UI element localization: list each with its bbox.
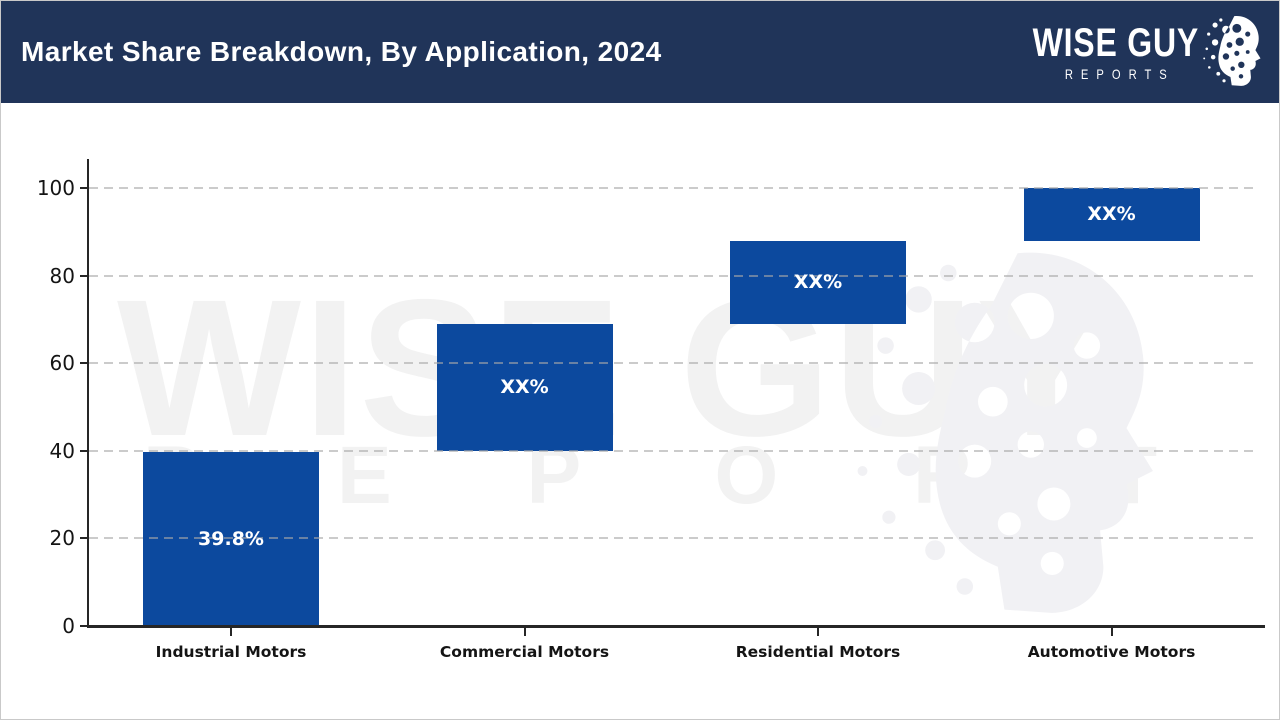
header: Market Share Breakdown, By Application, … [1,1,1279,103]
x-tick-mark [817,628,819,636]
x-axis-spine [87,625,1265,628]
y-tick-mark [80,187,88,189]
y-tick-mark [80,274,88,277]
y-gridline [89,187,1254,189]
y-tick-label: 60 [49,351,75,376]
y-tick-mark [80,449,88,452]
x-tick-mark [1110,628,1113,636]
x-tick-mark [230,628,232,636]
y-tick-label: 80 [49,263,75,288]
x-category-label: Commercial Motors [439,643,610,661]
wise-guy-reports-logo: WISE GUY REPORTS [991,12,1265,92]
y-tick-label: 20 [49,526,75,551]
bar-residential-motors [730,240,906,324]
x-tick-mark [523,628,526,636]
y-tick-mark [80,362,88,365]
x-category-label: Residential Motors [735,643,901,661]
logo-wise-guy-text: WISE GUY [1032,20,1199,65]
bar-value-label: XX% [1087,203,1136,226]
y-tick-mark [80,537,88,540]
x-category-label: Automotive Motors [1027,643,1196,661]
bar-value-label: XX% [500,376,549,399]
bar-value-label: 39.8% [198,527,264,550]
bar-automotive-motors [1023,188,1200,241]
logo-wordmark: WISE GUY REPORTS [1033,23,1199,82]
logo-reports-text: REPORTS [1064,65,1175,82]
page-title: Market Share Breakdown, By Application, … [21,36,662,67]
y-gridline [89,274,1254,277]
y-tick-label: 100 [36,176,75,200]
y-axis-spine [87,159,89,628]
y-tick-label: 0 [62,614,75,638]
plot-area: WISE GUY R E P O R T S 0 20 40 60 80 100 39.8%… [1,103,1279,719]
y-tick-mark [80,625,88,627]
y-gridline [89,449,1254,452]
y-gridline [89,537,1254,540]
x-category-label: Industrial Motors [155,643,307,661]
bar-value-label: XX% [793,271,843,294]
bar-commercial-motors [436,323,613,451]
y-tick-label: 40 [49,438,75,463]
dotted-head-logo-icon [1203,16,1261,86]
y-gridline [89,362,1254,365]
